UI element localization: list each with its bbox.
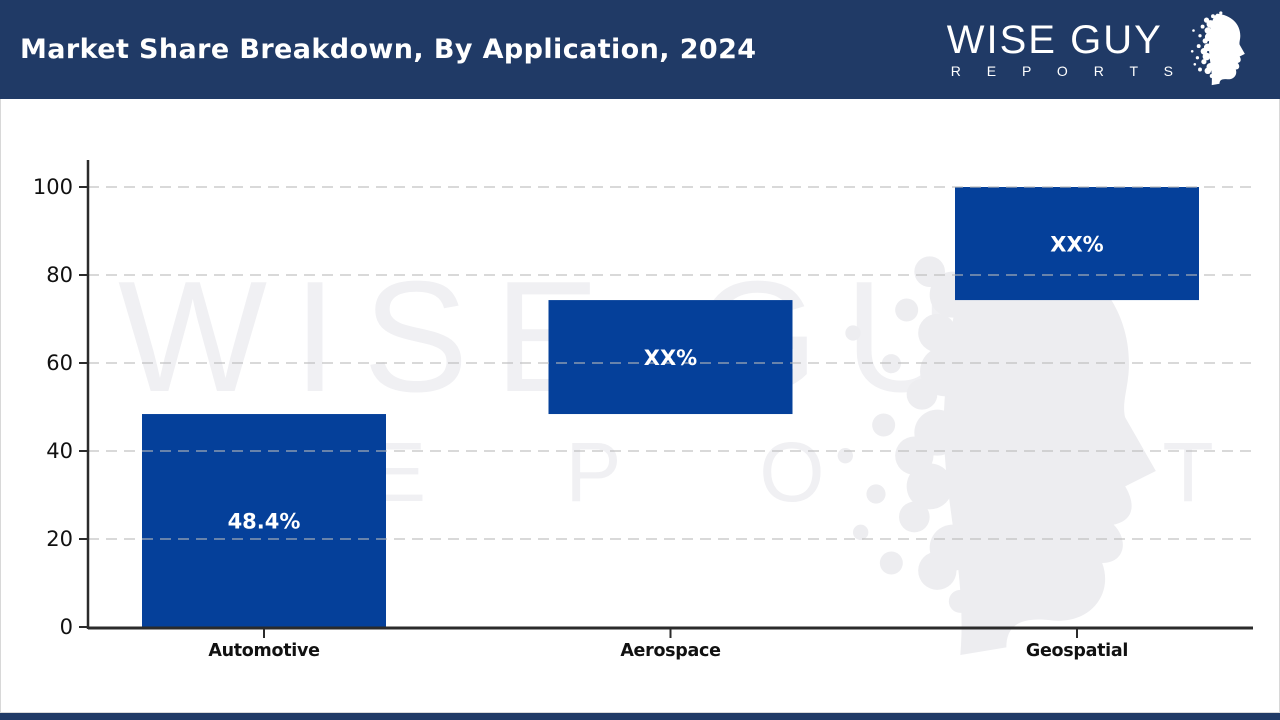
- x-tick-label-aerospace: Aerospace: [620, 641, 721, 661]
- chart-title: Market Share Breakdown, By Application, …: [20, 34, 757, 65]
- bar-automotive: [142, 414, 386, 627]
- y-tick-label-0: 0: [60, 615, 73, 639]
- footer-bar: [0, 712, 1280, 720]
- logo-sub-text: R E P O R T S: [950, 63, 1184, 79]
- logo-brand-text: WISE GUY: [946, 18, 1163, 62]
- wiseguy-logo: WISE GUY R E P O R T S: [947, 11, 1252, 89]
- wiseguy-logo-text: WISE GUY R E P O R T S: [947, 20, 1184, 79]
- bar-value-label-aerospace: XX%: [644, 346, 697, 370]
- bar-value-label-geospatial: XX%: [1050, 233, 1103, 257]
- bar-value-label-automotive: 48.4%: [228, 510, 301, 534]
- y-tick-label-100: 100: [33, 175, 73, 199]
- bar-geospatial: [955, 187, 1199, 301]
- y-tick-label-80: 80: [46, 263, 73, 287]
- header-bar: Market Share Breakdown, By Application, …: [0, 0, 1280, 99]
- y-tick-label-40: 40: [46, 439, 73, 463]
- y-tick-label-20: 20: [46, 527, 73, 551]
- y-tick-label-60: 60: [46, 351, 73, 375]
- x-tick-label-geospatial: Geospatial: [1026, 641, 1128, 661]
- x-tick-label-automotive: Automotive: [208, 641, 320, 661]
- bar-aerospace: [548, 300, 793, 415]
